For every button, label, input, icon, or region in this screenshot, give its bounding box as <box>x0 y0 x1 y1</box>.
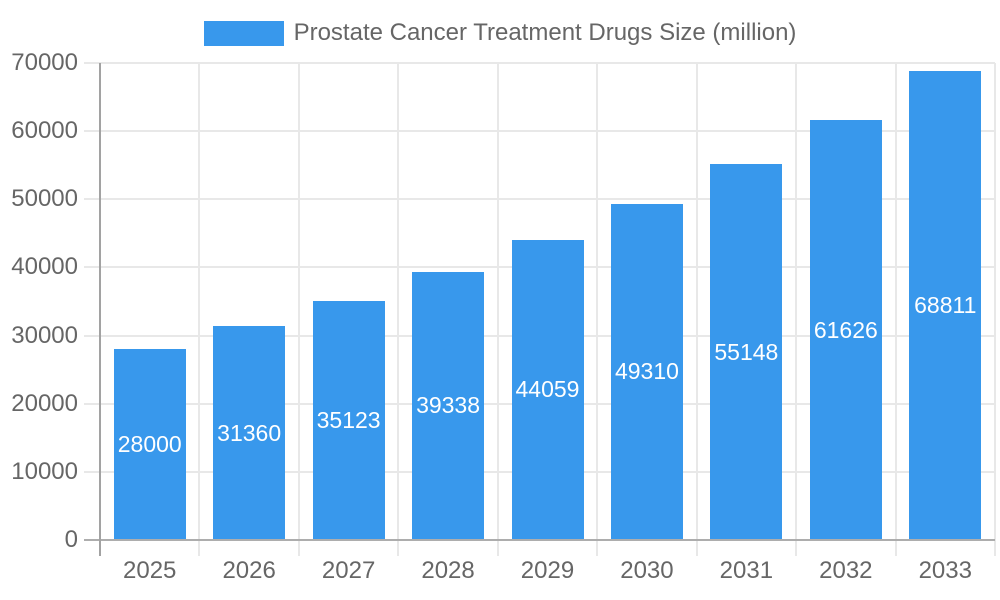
y-tick <box>84 62 100 64</box>
bar-2028[interactable]: 39338 <box>412 271 485 540</box>
bar-value-label: 35123 <box>316 406 381 433</box>
bar-2032[interactable]: 61626 <box>809 120 882 540</box>
bar-2025[interactable]: 28000 <box>113 349 186 540</box>
bar-2033[interactable]: 68811 <box>909 71 982 540</box>
x-axis-line <box>84 539 995 541</box>
x-tick-label: 2031 <box>719 557 774 584</box>
x-tick <box>397 540 400 556</box>
y-tick <box>84 266 100 269</box>
bar-value-label: 28000 <box>117 431 182 458</box>
gridline-v <box>596 63 599 540</box>
bar-value-label: 31360 <box>217 419 282 446</box>
gridline-h <box>100 62 995 64</box>
gridline-v <box>496 63 499 540</box>
gridline-v <box>894 63 897 540</box>
bar-value-label: 61626 <box>813 316 878 343</box>
bar-2029[interactable]: 44059 <box>511 239 584 540</box>
legend-swatch-icon <box>203 20 284 46</box>
bar-value-label: 49310 <box>614 358 679 385</box>
x-tick-label: 2025 <box>123 557 177 584</box>
bar-2027[interactable]: 35123 <box>312 300 385 540</box>
x-tick <box>695 540 698 556</box>
y-tick <box>84 470 100 473</box>
x-tick <box>198 540 201 556</box>
x-tick-label: 2032 <box>819 557 873 584</box>
bar-value-label: 55148 <box>714 338 779 365</box>
y-tick-label: 60000 <box>11 117 78 145</box>
x-tick <box>496 540 499 556</box>
x-tick-label: 2027 <box>321 557 376 584</box>
gridline-v <box>198 63 201 540</box>
y-tick <box>84 402 100 405</box>
x-tick <box>994 540 996 556</box>
y-tick-label: 50000 <box>11 185 78 213</box>
legend-item[interactable]: Prostate Cancer Treatment Drugs Size (mi… <box>203 19 797 47</box>
x-tick-label: 2028 <box>421 557 475 584</box>
y-tick-label: 70000 <box>11 49 78 76</box>
gridline-v <box>297 63 300 540</box>
y-tick <box>84 130 100 133</box>
y-tick <box>84 334 100 337</box>
y-tick <box>84 198 100 201</box>
y-tick-label: 20000 <box>11 389 78 417</box>
y-tick-label: 40000 <box>11 253 78 281</box>
gridline-v <box>795 63 798 540</box>
y-tick-label: 30000 <box>11 321 78 349</box>
gridline-h <box>100 198 995 201</box>
y-tick-label: 10000 <box>11 457 78 485</box>
bar-2031[interactable]: 55148 <box>710 164 783 540</box>
x-tick-label: 2030 <box>620 557 674 584</box>
bar-2026[interactable]: 31360 <box>213 326 286 540</box>
x-tick <box>596 540 599 556</box>
bar-value-label: 44059 <box>515 376 580 403</box>
gridline-v <box>397 63 400 540</box>
legend-label: Prostate Cancer Treatment Drugs Size (mi… <box>293 19 797 46</box>
x-tick-label: 2029 <box>520 557 575 584</box>
legend: Prostate Cancer Treatment Drugs Size (mi… <box>0 19 1000 47</box>
x-tick <box>795 540 798 556</box>
gridline-h <box>100 130 995 133</box>
x-tick-label: 2033 <box>918 557 972 584</box>
bar-value-label: 39338 <box>416 392 481 419</box>
gridline-v <box>695 63 698 540</box>
bar-2030[interactable]: 49310 <box>610 203 683 540</box>
x-tick <box>894 540 897 556</box>
y-axis-line <box>99 63 101 556</box>
bar-value-label: 68811 <box>914 292 977 319</box>
gridline-v <box>994 63 996 540</box>
x-tick <box>297 540 300 556</box>
y-tick-label: 0 <box>64 526 78 553</box>
x-tick-label: 2026 <box>222 557 276 584</box>
